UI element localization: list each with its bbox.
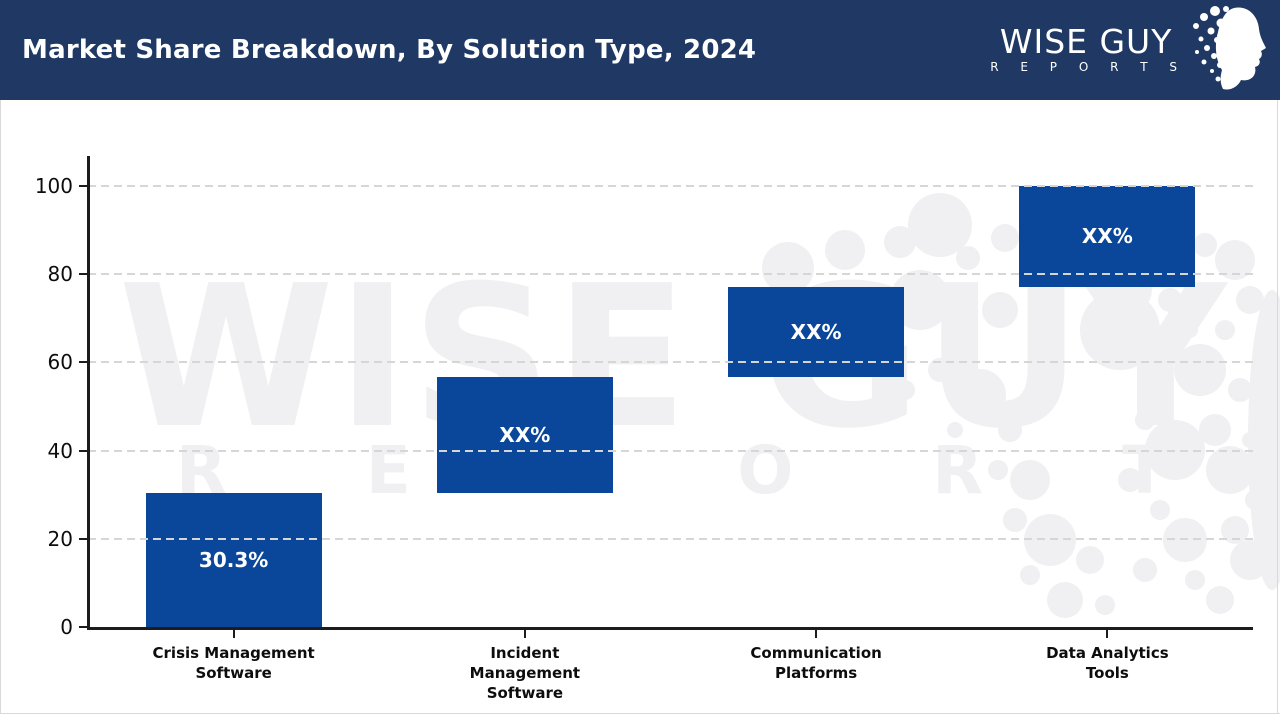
bar-value-label: 30.3%: [198, 548, 269, 573]
wiseguy-logo-wordmark: WISE GUY: [999, 22, 1173, 61]
frame-line-bottom: [0, 713, 1280, 714]
y-tick-mark: [79, 449, 87, 452]
x-tick-mark: [232, 629, 235, 638]
x-tick-mark: [523, 629, 526, 638]
wiseguy-logo-subtitle: R E P O R T S: [990, 60, 1186, 74]
wiseguy-logo-text: WISE GUY R E P O R T S: [986, 25, 1186, 75]
bar-segment: 30.3%: [145, 493, 322, 627]
y-axis-spine: [87, 156, 90, 629]
x-axis-spine: [87, 627, 1253, 630]
y-tick-mark: [79, 273, 87, 276]
wiseguy-face-icon: [1190, 4, 1266, 96]
frame-line-left: [0, 100, 1, 714]
y-tick-mark: [79, 185, 87, 187]
bar-value-label: XX%: [499, 423, 551, 448]
y-tick-label: 80: [47, 262, 73, 287]
page-title: Market Share Breakdown, By Solution Type…: [22, 35, 757, 65]
x-tick-mark: [1106, 629, 1109, 638]
y-tick-label: 0: [60, 615, 73, 639]
x-category-label: Crisis Management Software: [152, 644, 315, 682]
y-tick-label: 60: [47, 350, 73, 375]
frame-line-right: [1277, 100, 1278, 714]
axes-layer: 0 20 40 60 80 100 Crisis Management Software In…: [0, 100, 1280, 720]
y-tick-mark: [79, 537, 87, 540]
x-category-label: Incident Management Software: [469, 644, 581, 702]
bar-segment: XX%: [436, 376, 613, 494]
x-tick-mark: [815, 629, 818, 638]
x-category-label: Communication Platforms: [750, 644, 882, 682]
y-tick-label: 40: [47, 438, 73, 463]
y-tick-label: 20: [47, 526, 73, 551]
header-bar: Market Share Breakdown, By Solution Type…: [0, 0, 1280, 100]
y-tick-mark: [79, 626, 87, 628]
wiseguy-logo: WISE GUY R E P O R T S: [986, 4, 1280, 96]
bar-value-label: XX%: [790, 319, 842, 344]
chart-plot-area: WISE GUY R E P O R T S: [0, 100, 1280, 720]
y-tick-label: 100: [34, 174, 73, 198]
x-category-label: Data Analytics Tools: [1046, 644, 1169, 682]
y-tick-mark: [79, 361, 87, 364]
